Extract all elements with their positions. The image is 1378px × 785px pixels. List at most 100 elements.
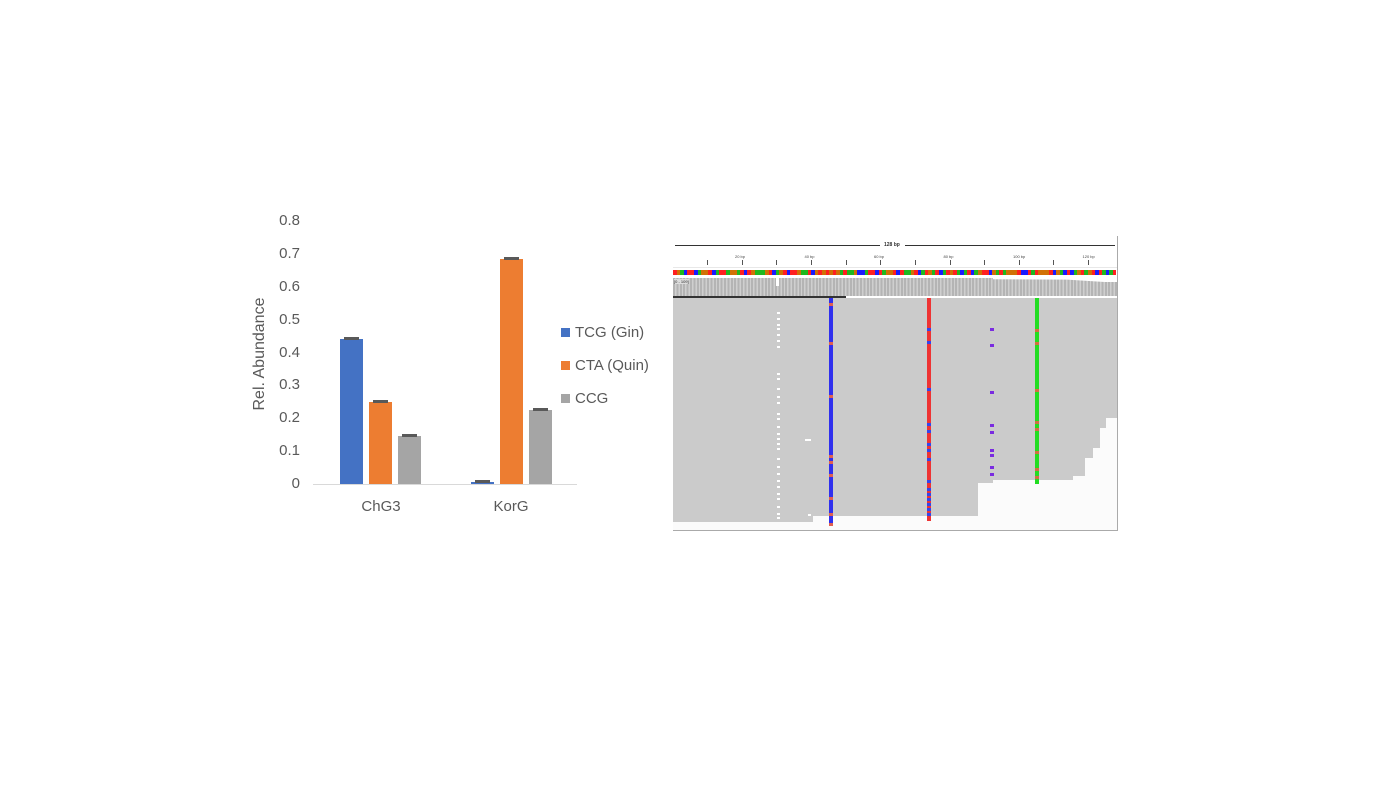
deletion-mark bbox=[805, 439, 811, 441]
deletion-mark bbox=[777, 388, 780, 390]
base bbox=[963, 270, 968, 275]
coverage-track: [0 - 109] bbox=[673, 278, 1117, 296]
base bbox=[761, 270, 766, 275]
base bbox=[868, 270, 872, 275]
base bbox=[960, 270, 964, 275]
base bbox=[821, 270, 826, 275]
base bbox=[1059, 270, 1064, 275]
y-tick-label: 0.2 bbox=[279, 409, 300, 427]
variant-minor-allele bbox=[927, 443, 931, 446]
base bbox=[1024, 270, 1028, 275]
base bbox=[1066, 270, 1071, 275]
base bbox=[956, 270, 961, 275]
base bbox=[967, 270, 971, 275]
base bbox=[1095, 270, 1099, 275]
ruler-tick bbox=[1053, 260, 1054, 265]
base bbox=[864, 270, 869, 275]
variant-minor-allele bbox=[1035, 451, 1039, 454]
base bbox=[751, 270, 755, 275]
base bbox=[722, 270, 727, 275]
legend-swatch bbox=[561, 328, 570, 337]
base bbox=[836, 270, 840, 275]
base bbox=[981, 270, 986, 275]
legend-item-cta: CTA (Quin) bbox=[561, 357, 649, 374]
variant-column bbox=[829, 298, 833, 524]
ruler-tick bbox=[1019, 260, 1020, 265]
base bbox=[715, 270, 720, 275]
variant-minor-allele bbox=[829, 303, 833, 306]
base bbox=[811, 270, 815, 275]
base bbox=[673, 270, 677, 275]
base bbox=[683, 270, 688, 275]
base bbox=[978, 270, 982, 275]
base bbox=[871, 270, 876, 275]
deletion-mark bbox=[777, 324, 780, 326]
base bbox=[846, 270, 851, 275]
base bbox=[974, 270, 979, 275]
variant-minor-allele bbox=[927, 488, 931, 491]
ruler-tick-label: 80 bp bbox=[943, 254, 954, 259]
coverage-dip bbox=[776, 278, 779, 286]
base bbox=[676, 270, 681, 275]
base bbox=[995, 270, 1000, 275]
variant-minor-allele bbox=[829, 523, 833, 526]
base bbox=[1009, 270, 1014, 275]
base bbox=[726, 270, 730, 275]
base bbox=[921, 270, 925, 275]
variant-minor-allele bbox=[927, 388, 931, 391]
base bbox=[1052, 270, 1057, 275]
base bbox=[1084, 270, 1088, 275]
base bbox=[694, 270, 698, 275]
base bbox=[970, 270, 975, 275]
ruler-span-line-left bbox=[675, 245, 880, 246]
deletion-mark bbox=[777, 506, 780, 508]
ruler-tick-label: 20 bp bbox=[735, 254, 746, 259]
variant-minor-allele bbox=[829, 342, 833, 345]
deletion-mark bbox=[777, 443, 780, 445]
track-divider bbox=[673, 296, 846, 298]
variant-minor-allele bbox=[829, 461, 833, 464]
base bbox=[772, 270, 776, 275]
span-label: 128 bp bbox=[884, 242, 900, 248]
deletion-mark bbox=[777, 448, 780, 450]
base bbox=[704, 270, 709, 275]
legend-item-tcg: TCG (Gin) bbox=[561, 324, 644, 341]
base bbox=[740, 270, 744, 275]
base bbox=[850, 270, 854, 275]
base bbox=[825, 270, 830, 275]
base bbox=[1027, 270, 1032, 275]
deletion-mark bbox=[777, 373, 780, 375]
ruler-span-line-right bbox=[905, 245, 1115, 246]
insertion-mark bbox=[990, 328, 994, 331]
variant-minor-allele bbox=[927, 341, 931, 344]
ruler-tick bbox=[984, 260, 985, 265]
base bbox=[882, 270, 886, 275]
empty-region bbox=[1106, 418, 1117, 530]
variant-minor-allele bbox=[927, 328, 931, 331]
variant-minor-allele bbox=[829, 513, 833, 516]
variant-minor-allele bbox=[829, 395, 833, 398]
base bbox=[775, 270, 780, 275]
base bbox=[949, 270, 954, 275]
deletion-mark bbox=[777, 513, 780, 515]
deletion-mark bbox=[777, 498, 780, 500]
base bbox=[797, 270, 801, 275]
legend-item-ccg: CCG bbox=[561, 390, 608, 407]
base bbox=[953, 270, 957, 275]
base bbox=[924, 270, 929, 275]
base bbox=[992, 270, 996, 275]
base bbox=[885, 270, 890, 275]
base bbox=[758, 270, 762, 275]
variant-minor-allele bbox=[1035, 329, 1039, 332]
ruler-tick bbox=[915, 260, 916, 265]
base bbox=[832, 270, 837, 275]
base bbox=[935, 270, 940, 275]
reads-track[interactable] bbox=[673, 298, 1117, 530]
y-tick-label: 0.5 bbox=[279, 310, 300, 328]
base bbox=[942, 270, 947, 275]
ruler-tick bbox=[950, 260, 951, 265]
x-axis-line bbox=[313, 484, 577, 485]
deletion-mark bbox=[777, 402, 780, 404]
variant-minor-allele bbox=[829, 455, 833, 458]
variant-minor-allele bbox=[927, 503, 931, 506]
